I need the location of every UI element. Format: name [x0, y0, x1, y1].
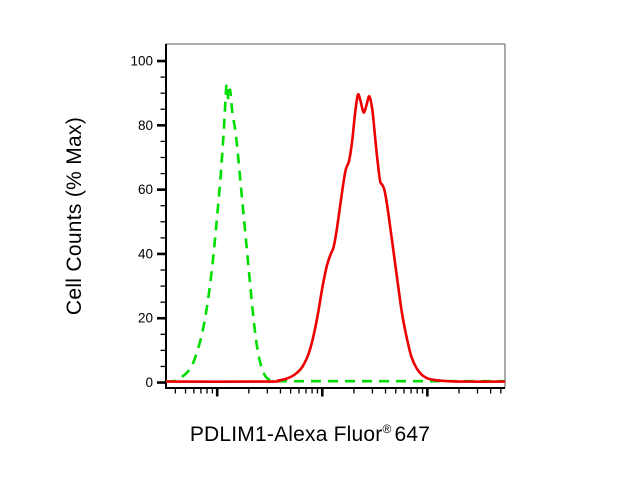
green-dashed-histogram-curve: [165, 82, 505, 383]
red-solid-histogram-curve: [165, 92, 506, 383]
y-axis-title: Cell Counts (% Max): [63, 117, 87, 315]
y-tick-label: 20: [138, 311, 153, 326]
y-tick-label: 40: [138, 246, 153, 261]
x-axis-title: PDLIM1-Alexa Fluor® 647: [190, 423, 430, 447]
y-tick-label: 80: [138, 118, 153, 133]
x-axis-title-suffix: 647: [394, 423, 431, 446]
registered-trademark-symbol: ®: [382, 422, 392, 436]
y-axis-title-text: Cell Counts (% Max): [63, 116, 86, 316]
y-tick-label: 0: [145, 375, 153, 390]
y-tick-label: 60: [138, 182, 153, 197]
x-axis-title-text: PDLIM1-Alexa Fluor: [189, 423, 383, 446]
y-tick-label: 100: [130, 54, 153, 69]
